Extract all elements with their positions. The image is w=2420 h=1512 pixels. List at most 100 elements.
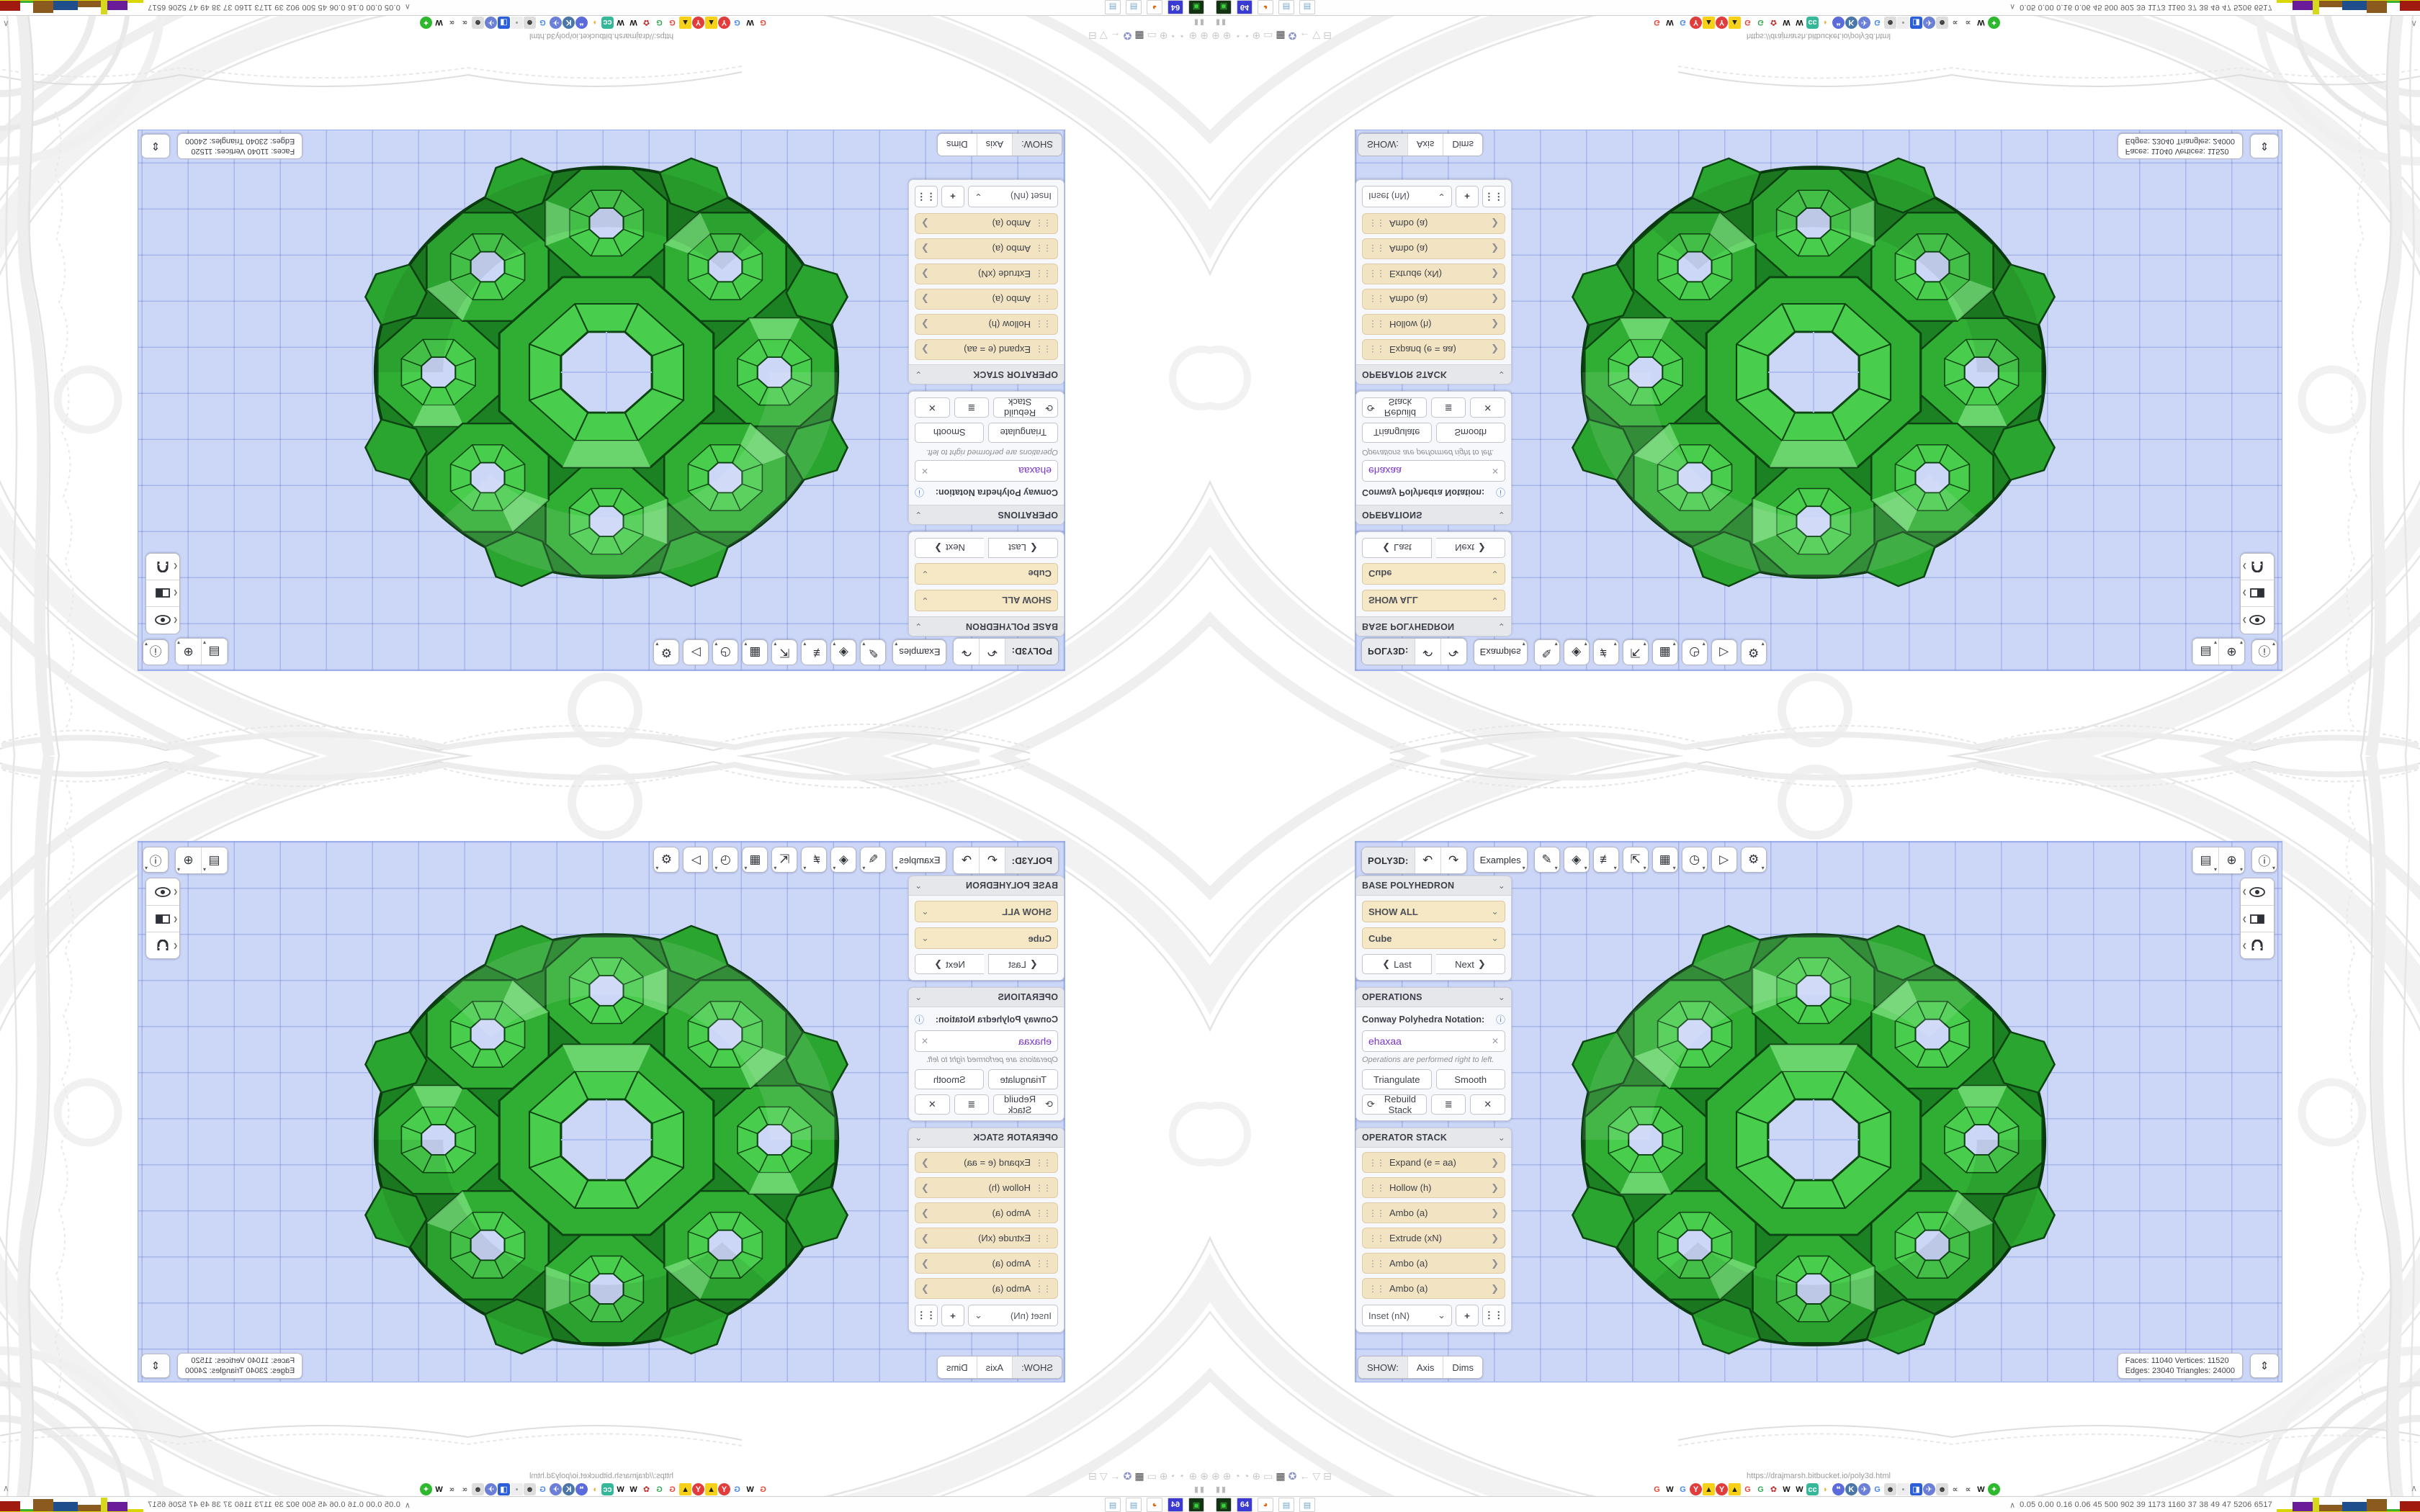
redo-button[interactable]: ↷ (1440, 847, 1466, 873)
clear-stack-button[interactable]: ✕ (1470, 397, 1506, 418)
browser-nav-icon[interactable]: ⊕ (1159, 30, 1168, 42)
bookmark-favicon[interactable]: G (1742, 1483, 1754, 1495)
operator-stack-item[interactable]: ⋮⋮ Ambo (a) ❯ (915, 1253, 1058, 1274)
quick-launch-icon[interactable]: ▣ (1216, 1498, 1232, 1512)
viewport-canvas[interactable]: POLY3D: ↶ ↷ Examples ▾ ✎ ▾ (1355, 841, 2282, 1382)
bookmark-favicon[interactable]: K (563, 1483, 575, 1495)
browser-nav-icon[interactable]: ⊟ (1088, 1470, 1097, 1482)
browser-nav-icon[interactable]: ← (1110, 1470, 1121, 1482)
bookmark-favicon[interactable]: W (744, 17, 756, 29)
bookmark-favicon[interactable]: G (731, 1483, 743, 1495)
last-button[interactable]: ❮ Last (988, 954, 1058, 974)
quick-launch-icon[interactable]: ▤ (1126, 0, 1142, 14)
quick-launch-icon[interactable]: ◕ (1147, 0, 1162, 14)
bookmark-favicon[interactable]: G (1742, 17, 1754, 29)
bookmark-favicon[interactable]: ☻ (1884, 1483, 1896, 1495)
bookmark-favicon[interactable]: G (1651, 1483, 1663, 1495)
bookmark-favicon[interactable]: K (563, 17, 575, 29)
chevron-up-icon[interactable]: ∧ (2411, 19, 2417, 29)
settings-button[interactable]: ⚙ ▾ (1740, 847, 1767, 873)
dims-toggle[interactable]: Dims (938, 134, 977, 156)
triangulate-button[interactable]: Triangulate (988, 1069, 1058, 1089)
operator-stack-item[interactable]: ⋮⋮ Ambo (a) ❯ (1362, 1253, 1505, 1274)
operations-header[interactable]: OPERATIONS ⌄ (1356, 505, 1511, 524)
smooth-button[interactable]: Smooth (915, 1069, 985, 1089)
clear-stack-button[interactable]: ✕ (1470, 1094, 1506, 1115)
bookmark-favicon[interactable]: K (1845, 17, 1857, 29)
schedule-button[interactable]: ▤ ▾ (2192, 847, 2218, 873)
operator-stack-item[interactable]: ⋮⋮ Hollow (h) ❯ (915, 1177, 1058, 1198)
smooth-button[interactable]: Smooth (1435, 1069, 1505, 1089)
operator-menu-button[interactable]: ⋮⋮ (1482, 186, 1505, 207)
browser-nav-icon[interactable]: ▦ (1276, 1470, 1286, 1482)
bookmark-favicon[interactable]: G (666, 17, 678, 29)
bookmark-favicon[interactable]: cc (1806, 17, 1819, 29)
show-all-select[interactable]: SHOW ALL ⌄ (1362, 590, 1505, 611)
undo-button[interactable]: ↶ (1414, 847, 1440, 873)
quick-launch-icon[interactable]: ◕ (1147, 1498, 1162, 1512)
snap-button[interactable]: ❮ (146, 932, 179, 958)
bookmark-favicon[interactable]: ◨ (1910, 17, 1922, 29)
bookmark-favicon[interactable]: ▲ (679, 17, 691, 29)
bookmark-favicon[interactable]: W (1664, 17, 1676, 29)
bookmark-favicon[interactable]: ✿ (1767, 1483, 1780, 1495)
chevron-up-icon[interactable]: ∧ (404, 1500, 411, 1510)
bookmark-favicon[interactable]: W (744, 1483, 756, 1495)
browser-nav-icon[interactable]: ⊕ (1222, 1470, 1232, 1482)
schedule-button[interactable]: ▤ ▾ (202, 847, 228, 873)
bookmark-favicon[interactable]: ✈ (1858, 17, 1870, 29)
bookmark-favicon[interactable]: ☻ (524, 1483, 536, 1495)
globe-button[interactable]: ⊕ ▾ (2218, 639, 2244, 665)
bookmark-favicon[interactable]: Y (1690, 17, 1702, 29)
animate-button[interactable]: ▷ (683, 639, 709, 665)
redo-button[interactable]: ↷ (954, 847, 980, 873)
operator-stack-item[interactable]: ⋮⋮ Expand (e = aa) ❯ (1362, 339, 1505, 360)
bookmark-favicon[interactable]: W (1793, 1483, 1806, 1495)
table-button[interactable]: ▦ ▾ (1652, 847, 1678, 873)
bookmark-favicon[interactable]: Y (718, 17, 730, 29)
drag-handle-icon[interactable]: ⋮⋮ (1368, 1207, 1385, 1218)
browser-nav-icon[interactable]: ⊕ (1188, 1470, 1198, 1482)
browser-nav-icon[interactable]: ◔ (1242, 1470, 1250, 1482)
bookmark-favicon[interactable]: W (614, 1483, 627, 1495)
bookmark-favicon[interactable]: ▲ (1729, 1483, 1741, 1495)
smooth-button[interactable]: Smooth (915, 423, 985, 443)
bookmark-favicon[interactable]: ◗ (588, 1483, 601, 1495)
browser-nav-icon[interactable]: ◔ (1170, 30, 1178, 42)
bookmark-favicon[interactable]: G (1871, 1483, 1883, 1495)
operator-stack-item[interactable]: ⋮⋮ Hollow (h) ❯ (1362, 1177, 1505, 1198)
history-button[interactable]: ◷ ▾ (1681, 639, 1708, 665)
triangulate-button[interactable]: Triangulate (1362, 423, 1432, 443)
browser-nav-icon[interactable]: ⊕ (1211, 1470, 1220, 1482)
settings-button[interactable]: ⚙ ▾ (653, 847, 680, 873)
drag-handle-icon[interactable]: ⋮⋮ (1368, 1182, 1385, 1193)
quick-launch-icon[interactable]: ▤ (1105, 1498, 1121, 1512)
browser-nav-icon[interactable]: ⊟ (1323, 30, 1332, 42)
bookmark-favicon[interactable]: ▲ (705, 1483, 717, 1495)
table-button[interactable]: ▦ ▾ (742, 847, 768, 873)
axis-toggle[interactable]: Axis (1407, 134, 1443, 156)
drag-handle-icon[interactable]: ⋮⋮ (1368, 243, 1384, 254)
bookmark-favicon[interactable]: ☻ (1884, 17, 1896, 29)
info-button[interactable]: ⓘ ▾ (2251, 847, 2277, 873)
drag-handle-icon[interactable]: ⋮⋮ (1036, 1207, 1052, 1218)
shape-select[interactable]: Cube ⌄ (915, 927, 1058, 949)
paint-button[interactable]: ✎ ▾ (860, 639, 887, 665)
bookmark-favicon[interactable]: ❝ (1832, 1483, 1845, 1495)
paint-button[interactable]: ✎ ▾ (1533, 847, 1560, 873)
operator-stack-item[interactable]: ⋮⋮ Ambo (a) ❯ (1362, 1202, 1505, 1223)
bookmark-favicon[interactable]: ∝ (1949, 17, 1961, 29)
bookmark-favicon[interactable]: G (1754, 17, 1767, 29)
globe-button[interactable]: ⊕ ▾ (176, 639, 202, 665)
browser-nav-icon[interactable]: ⊕ (1188, 30, 1198, 42)
add-operator-button[interactable]: + (1456, 186, 1479, 207)
base-polyhedron-header[interactable]: BASE POLYHEDRON ⌄ (1356, 616, 1511, 636)
bookmark-favicon[interactable]: ▲ (1729, 17, 1741, 29)
stack-list-button[interactable]: ≣ (954, 1094, 990, 1115)
globe-button[interactable]: ⊕ ▾ (2218, 847, 2244, 873)
chevron-up-icon[interactable]: ∧ (2009, 1500, 2016, 1510)
bookmark-favicon[interactable]: W (1780, 17, 1793, 29)
panel-toggle-button[interactable]: ❮ (146, 905, 179, 932)
stack-list-button[interactable]: ≣ (1430, 1094, 1466, 1115)
snap-button[interactable]: ❮ (2241, 554, 2274, 580)
